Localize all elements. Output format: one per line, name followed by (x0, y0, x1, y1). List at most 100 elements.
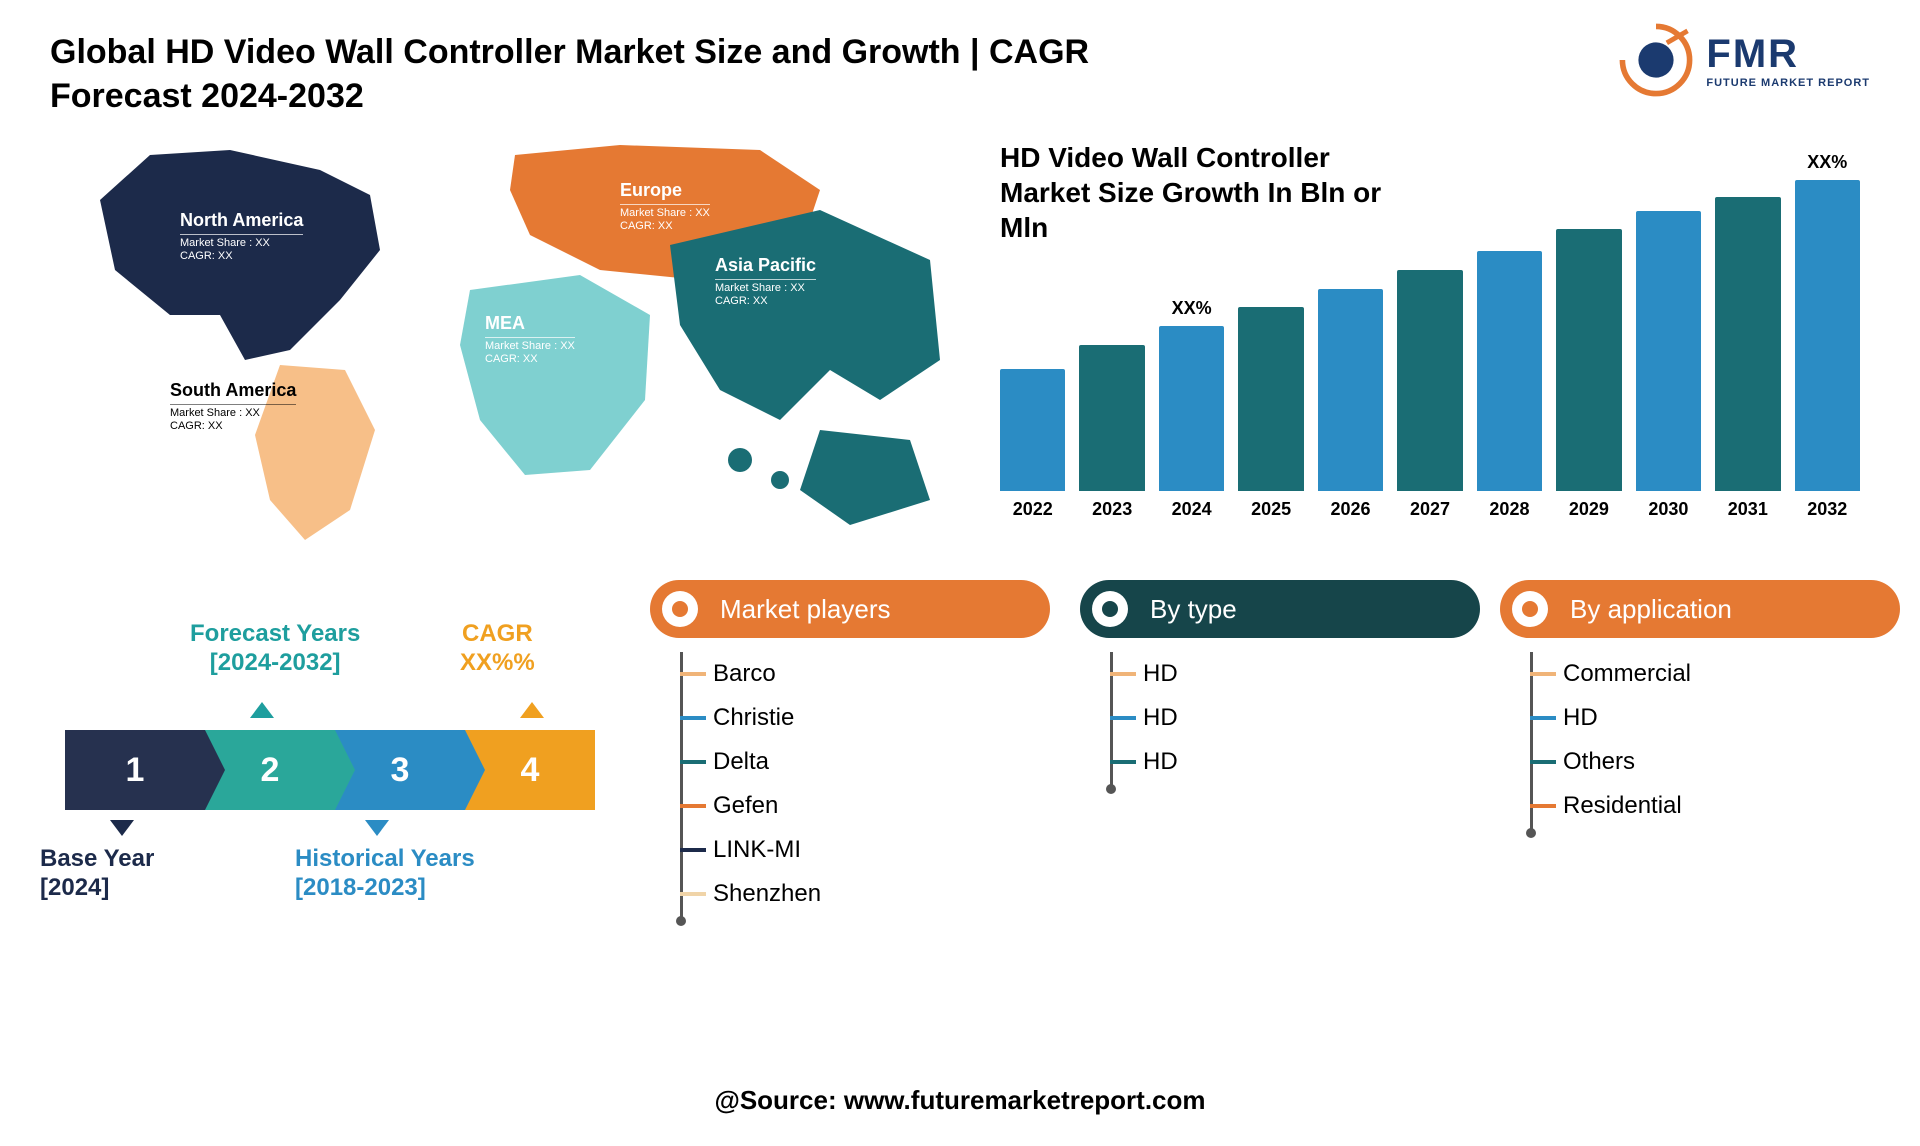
tick-icon (1530, 760, 1556, 764)
list-item: Shenzhen (683, 872, 1050, 916)
list-item: LINK-MI (683, 828, 1050, 872)
list-item-label: LINK-MI (713, 836, 801, 864)
bar-rect (1636, 211, 1701, 491)
category-pill-label: By type (1150, 594, 1237, 625)
category-list: HD HD HD (1110, 652, 1480, 790)
category-pill: Market players (650, 580, 1050, 638)
region-label-asia-pacific: Asia PacificMarket Share : XXCAGR: XX (715, 255, 816, 308)
region-label-europe: EuropeMarket Share : XXCAGR: XX (620, 180, 710, 233)
region-label-south-america: South AmericaMarket Share : XXCAGR: XX (170, 380, 296, 433)
timeline-segment-1: 1 (65, 730, 205, 810)
timeline-bottom-label: Historical Years[2018-2023] (295, 845, 475, 903)
bar-year-label: 2028 (1489, 499, 1529, 520)
bar-year-label: 2026 (1331, 499, 1371, 520)
region-share: Market Share : XX (715, 279, 816, 295)
bar-rect (1238, 307, 1303, 491)
timeline-top-label: Forecast Years[2024-2032] (190, 620, 360, 678)
bar-annotation: XX% (1807, 152, 1847, 173)
list-item-label: HD (1563, 704, 1598, 732)
tick-icon (680, 672, 706, 676)
bar-2031: 2031 (1715, 197, 1780, 520)
tick-icon (1110, 760, 1136, 764)
list-item: HD (1113, 652, 1480, 696)
list-item-label: HD (1143, 748, 1178, 776)
brand-logo-text: FMR (1706, 32, 1870, 77)
list-item-label: Christie (713, 704, 794, 732)
region-name: Europe (620, 180, 710, 202)
timeline-top-label: CAGRXX%% (460, 620, 535, 678)
page-title: Global HD Video Wall Controller Market S… (50, 30, 1150, 118)
bar-rect (1318, 289, 1383, 491)
category-column: Market players Barco Christie Delta Gefen LIN… (650, 580, 1050, 922)
bar-2024: XX%2024 (1159, 326, 1224, 520)
tick-icon (1110, 672, 1136, 676)
bar-rect (1477, 251, 1542, 491)
timeline: Forecast Years[2024-2032]CAGRXX%% 1234 B… (40, 590, 600, 890)
list-item: HD (1113, 696, 1480, 740)
region-name: Asia Pacific (715, 255, 816, 277)
list-item: Residential (1533, 784, 1900, 828)
bar-2026: 2026 (1318, 289, 1383, 520)
arrow-up-icon (520, 702, 544, 718)
region-label-north-america: North AmericaMarket Share : XXCAGR: XX (180, 210, 303, 263)
bar-rect (1159, 326, 1224, 491)
category-pill: By application (1500, 580, 1900, 638)
bar-rect (1079, 345, 1144, 491)
list-item-label: HD (1143, 660, 1178, 688)
growth-bar-chart: HD Video Wall Controller Market Size Gro… (1000, 140, 1860, 560)
list-item: HD (1113, 740, 1480, 784)
world-map: North AmericaMarket Share : XXCAGR: XXSo… (60, 140, 960, 540)
region-label-mea: MEAMarket Share : XXCAGR: XX (485, 313, 575, 366)
category-pill: By type (1080, 580, 1480, 638)
list-item: Others (1533, 740, 1900, 784)
chart-bars: 2022 2023 XX%2024 2025 2026 2027 2028 2029 2030 2… (1000, 200, 1860, 520)
brand-logo: FMR FUTURE MARKET REPORT (1616, 20, 1870, 100)
list-item-label: Barco (713, 660, 776, 688)
bar-rect (1000, 369, 1065, 491)
list-item: HD (1533, 696, 1900, 740)
bar-year-label: 2023 (1092, 499, 1132, 520)
arrow-down-icon (365, 820, 389, 836)
bar-year-label: 2025 (1251, 499, 1291, 520)
list-item-label: Residential (1563, 792, 1682, 820)
list-item-label: Commercial (1563, 660, 1691, 688)
region-cagr: CAGR: XX (485, 353, 575, 366)
bar-2025: 2025 (1238, 307, 1303, 520)
list-item-label: Delta (713, 748, 769, 776)
category-list: Barco Christie Delta Gefen LINK-MI Shenzhen (680, 652, 1050, 922)
bar-year-label: 2022 (1013, 499, 1053, 520)
bar-rect (1556, 229, 1621, 491)
bar-rect (1795, 180, 1860, 491)
timeline-bar: 1234 (65, 730, 595, 810)
list-item-label: Others (1563, 748, 1635, 776)
region-share: Market Share : XX (170, 404, 296, 420)
list-item: Christie (683, 696, 1050, 740)
bar-2022: 2022 (1000, 369, 1065, 520)
tick-icon (680, 760, 706, 764)
category-list: Commercial HD Others Residential (1530, 652, 1900, 834)
list-item: Delta (683, 740, 1050, 784)
bar-year-label: 2030 (1648, 499, 1688, 520)
bar-2027: 2027 (1397, 270, 1462, 520)
bar-annotation: XX% (1172, 298, 1212, 319)
category-column: By application Commercial HD Others Resident… (1500, 580, 1900, 834)
tick-icon (1530, 716, 1556, 720)
region-share: Market Share : XX (485, 337, 575, 353)
list-item-label: Gefen (713, 792, 778, 820)
arrow-up-icon (250, 702, 274, 718)
bar-2029: 2029 (1556, 229, 1621, 520)
region-cagr: CAGR: XX (620, 220, 710, 233)
region-name: North America (180, 210, 303, 232)
bar-rect (1397, 270, 1462, 491)
tick-icon (680, 848, 706, 852)
list-item-label: HD (1143, 704, 1178, 732)
tick-icon (1110, 716, 1136, 720)
tick-icon (1530, 804, 1556, 808)
category-pill-label: Market players (720, 594, 891, 625)
arrow-down-icon (110, 820, 134, 836)
tick-icon (680, 892, 706, 896)
region-share: Market Share : XX (180, 234, 303, 250)
bar-year-label: 2031 (1728, 499, 1768, 520)
list-item: Gefen (683, 784, 1050, 828)
bar-2028: 2028 (1477, 251, 1542, 520)
